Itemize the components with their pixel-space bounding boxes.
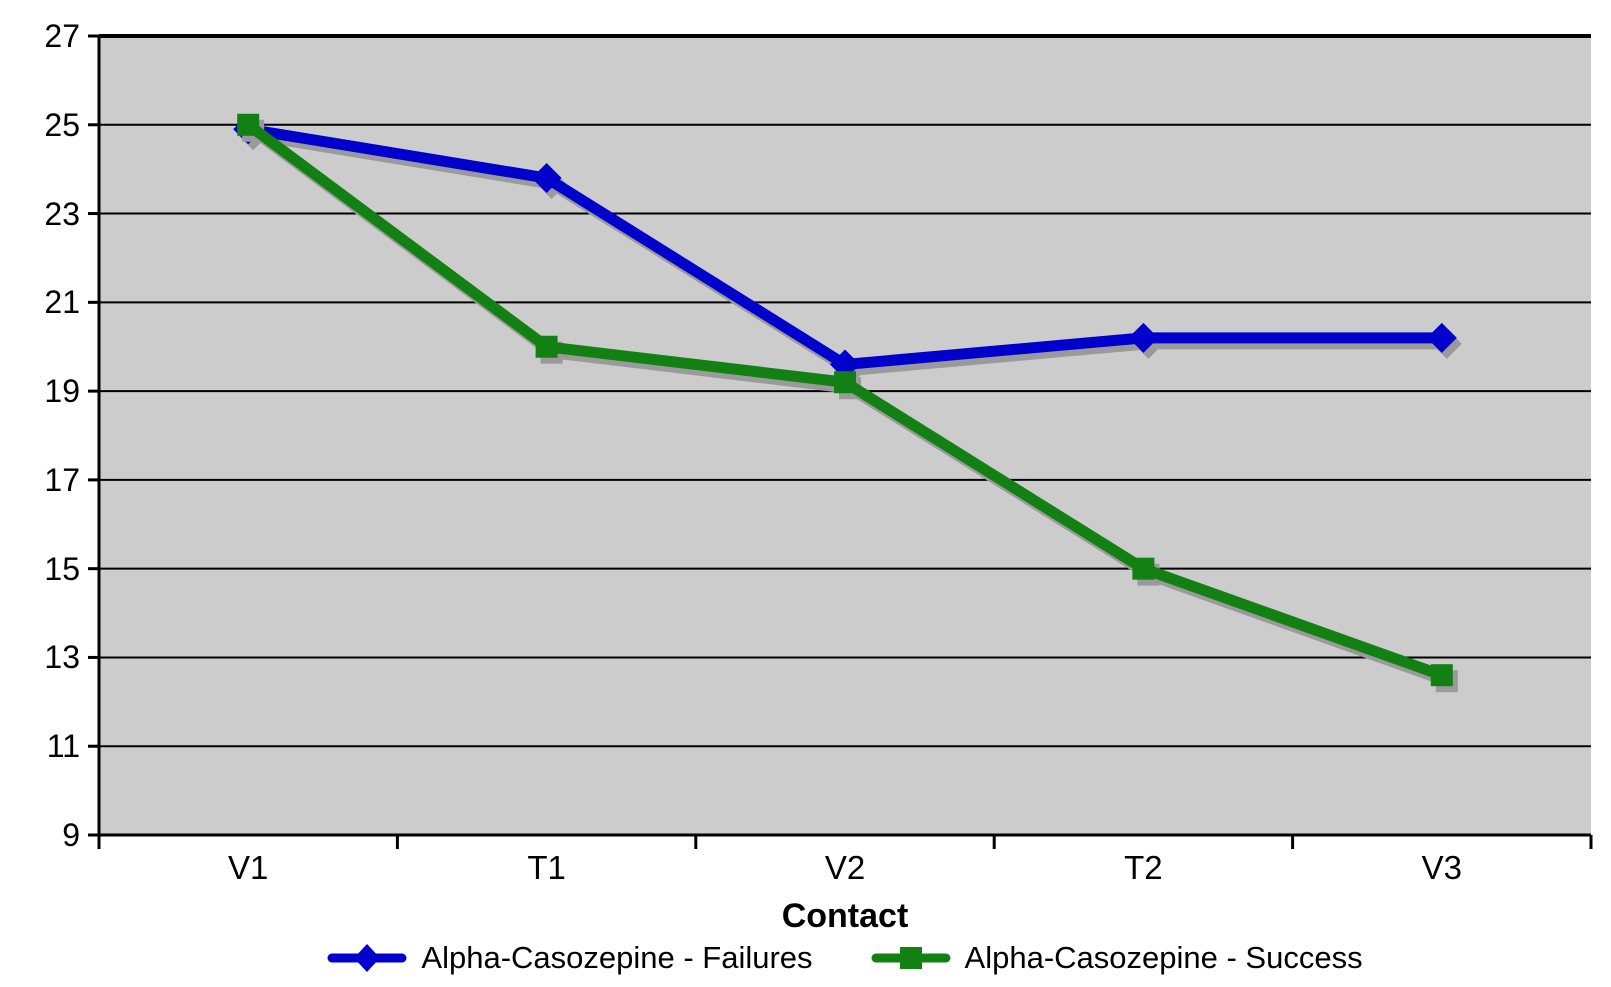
plot-area-background	[99, 36, 1591, 835]
series-failures-point-T1	[531, 163, 562, 194]
legend-label-success: Alpha-Casozepine - Success	[964, 940, 1363, 975]
y-axis-label-17: 17	[44, 461, 80, 498]
x-axis-label-V2: V2	[824, 849, 866, 886]
y-axis-label-23: 23	[44, 195, 80, 232]
x-axis-label-V3: V3	[1421, 849, 1462, 886]
x-axis-label-T1: T1	[527, 849, 566, 886]
legend-marker-success-square-icon	[871, 947, 951, 969]
series-success-point-V1	[237, 113, 260, 136]
y-axis-label-15: 15	[44, 550, 80, 587]
series-success-point-V3	[1430, 664, 1453, 687]
x-axis-label-T2: T2	[1124, 849, 1163, 886]
y-axis-label-27: 27	[44, 18, 80, 54]
series-failures-point-V3	[1426, 322, 1457, 353]
chart-legend: Alpha-Casozepine - Failures Alpha-Casoze…	[99, 938, 1591, 978]
y-axis-label-9: 9	[62, 817, 80, 853]
legend-item-failures: Alpha-Casozepine - Failures	[327, 938, 813, 978]
y-axis-label-19: 19	[44, 373, 80, 410]
series-success-point-T2	[1132, 557, 1155, 580]
y-axis-label-25: 25	[44, 106, 80, 143]
series-success-point-T1	[535, 335, 558, 358]
x-axis-title: Contact	[781, 897, 909, 935]
legend-marker-failures-diamond-icon	[327, 944, 407, 972]
legend-label-failures: Alpha-Casozepine - Failures	[421, 940, 813, 975]
y-axis-label-21: 21	[44, 284, 80, 321]
series-success-point-V2	[834, 371, 856, 394]
y-axis-label-13: 13	[44, 639, 80, 676]
y-axis-label-11: 11	[46, 728, 80, 765]
series-failures-point-T2	[1128, 322, 1159, 353]
legend-item-success: Alpha-Casozepine - Success	[871, 938, 1363, 978]
x-axis-label-V1: V1	[228, 849, 269, 886]
